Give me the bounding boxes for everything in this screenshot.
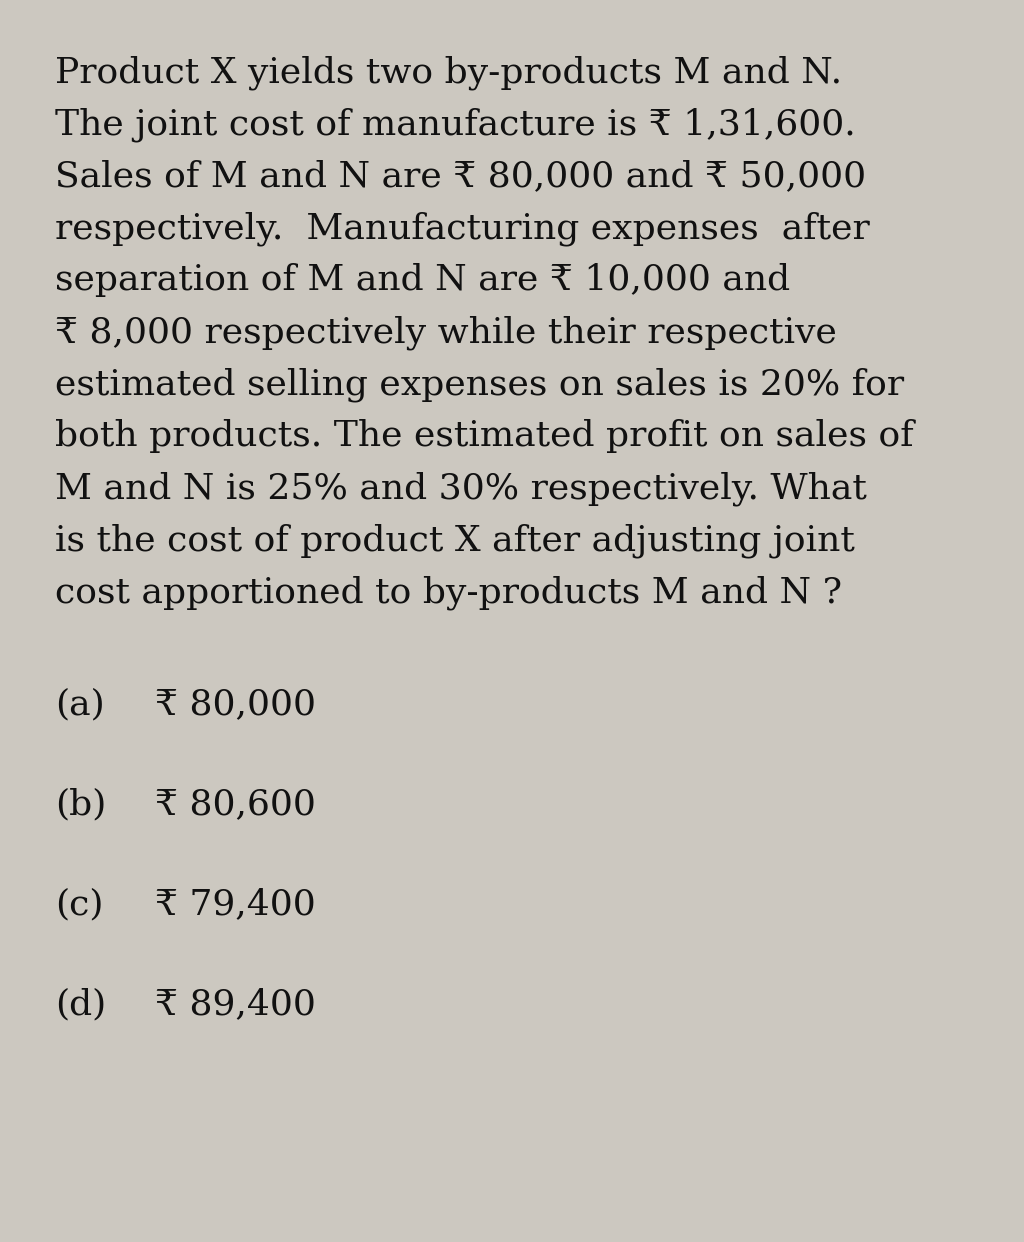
Text: (a): (a) [55,687,104,722]
Text: estimated selling expenses on sales is 20% for: estimated selling expenses on sales is 2… [55,366,904,401]
Text: ₹ 80,000: ₹ 80,000 [155,687,316,722]
Text: respectively.  Manufacturing expenses  after: respectively. Manufacturing expenses aft… [55,211,869,246]
Text: is the cost of product X after adjusting joint: is the cost of product X after adjusting… [55,523,855,558]
Text: ₹ 89,400: ₹ 89,400 [155,987,315,1021]
Text: M and N is 25% and 30% respectively. What: M and N is 25% and 30% respectively. Wha… [55,471,867,505]
Text: Product X yields two by-products M and N.: Product X yields two by-products M and N… [55,55,842,89]
Text: (d): (d) [55,987,106,1021]
Text: ₹ 8,000 respectively while their respective: ₹ 8,000 respectively while their respect… [55,315,837,349]
Text: (c): (c) [55,887,103,922]
Text: Sales of M and N are ₹ 80,000 and ₹ 50,000: Sales of M and N are ₹ 80,000 and ₹ 50,0… [55,159,866,193]
Text: (b): (b) [55,787,106,821]
Text: ₹ 80,600: ₹ 80,600 [155,787,315,821]
Text: both products. The estimated profit on sales of: both products. The estimated profit on s… [55,419,913,453]
Text: cost apportioned to by-products M and N ?: cost apportioned to by-products M and N … [55,575,842,610]
Text: ₹ 79,400: ₹ 79,400 [155,887,315,922]
Text: The joint cost of manufacture is ₹ 1,31,600.: The joint cost of manufacture is ₹ 1,31,… [55,107,856,142]
Text: separation of M and N are ₹ 10,000 and: separation of M and N are ₹ 10,000 and [55,263,791,297]
